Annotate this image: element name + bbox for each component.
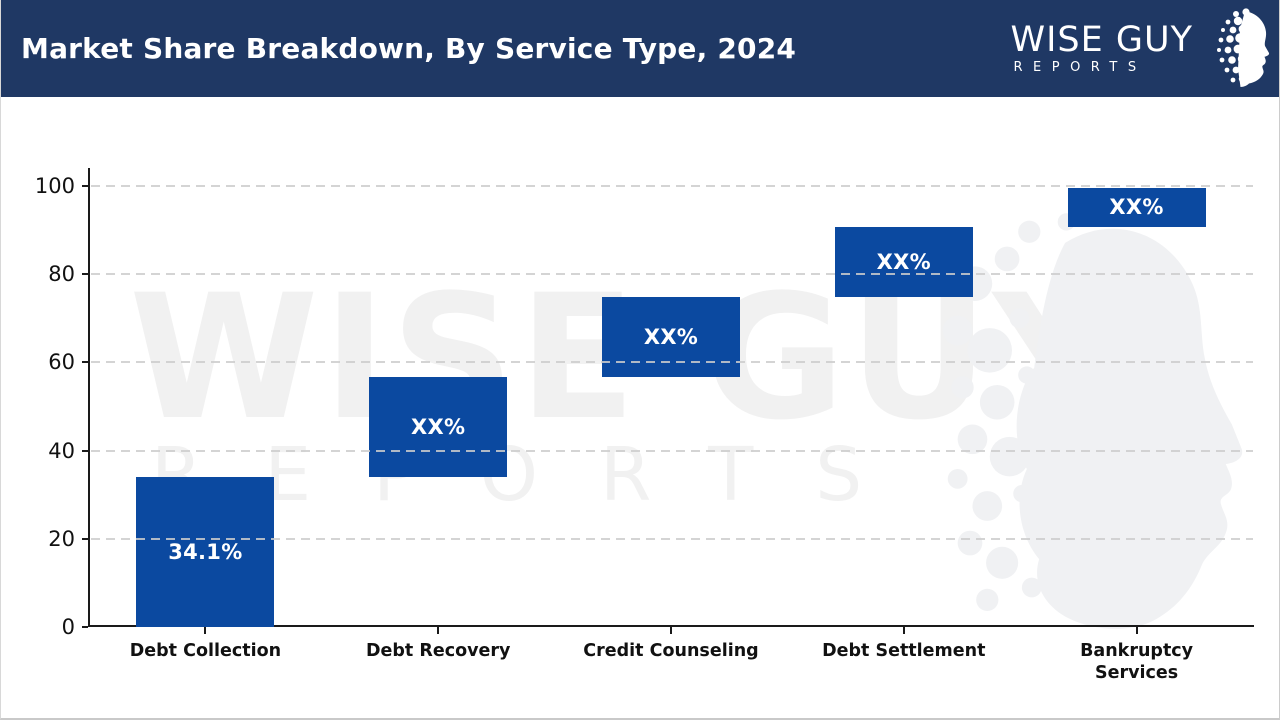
bar-credit-counseling: XX% <box>602 296 740 377</box>
y-tick-mark-0 <box>82 626 88 628</box>
y-axis-line <box>88 168 90 627</box>
plot-area: 34.1% XX% XX% XX% XX% 0 20 40 60 80 100 Debt Coll… <box>1 97 1279 718</box>
bar-value-label: XX% <box>411 414 466 439</box>
logo-reports-label: REPORTS <box>1013 60 1147 75</box>
y-tick-label-40: 40 <box>48 438 75 463</box>
y-tick-mark-20 <box>82 537 88 540</box>
x-tick-mark <box>204 627 207 634</box>
y-tick-mark-100 <box>82 185 88 187</box>
y-tick-label-80: 80 <box>48 262 75 287</box>
x-category-label-debt-collection: Debt Collection <box>129 641 282 661</box>
gridline-100 <box>91 185 1253 187</box>
gridline-40 <box>91 449 1253 452</box>
y-tick-mark-60 <box>82 361 88 364</box>
y-tick-mark-40 <box>82 449 88 452</box>
header-bar: Market Share Breakdown, By Service Type,… <box>1 0 1279 97</box>
x-category-label-credit-counseling: Credit Counseling <box>583 641 759 661</box>
gridline-60 <box>91 361 1253 364</box>
bar-debt-recovery: XX% <box>369 376 508 477</box>
bar-value-label: XX% <box>876 249 931 274</box>
logo-text: WISE GUY REPORTS <box>1010 20 1193 75</box>
bar-bankruptcy-services: XX% <box>1067 188 1206 227</box>
gridline-20 <box>91 537 1253 540</box>
x-tick-mark <box>670 627 672 634</box>
bar-debt-collection: 34.1% <box>136 476 275 627</box>
y-tick-mark-80 <box>82 273 88 276</box>
bar-debt-settlement: XX% <box>834 226 973 297</box>
x-category-label-bankruptcy-services: Bankruptcy Services <box>1080 641 1194 683</box>
logo-head-icon <box>1217 7 1270 87</box>
logo-wiseguy-label: WISE GUY <box>1010 20 1193 60</box>
y-tick-label-20: 20 <box>48 526 75 551</box>
x-tick-mark <box>1135 627 1138 634</box>
x-category-label-debt-recovery: Debt Recovery <box>365 641 511 661</box>
x-tick-mark <box>902 627 905 634</box>
y-tick-label-60: 60 <box>48 350 75 375</box>
bar-value-label: XX% <box>643 324 699 349</box>
x-tick-mark <box>437 627 440 634</box>
x-axis-line <box>88 625 1254 627</box>
wise-guy-reports-logo: WISE GUY REPORTS <box>1010 7 1279 91</box>
gridline-80 <box>91 273 1253 276</box>
x-category-label-debt-settlement: Debt Settlement <box>822 641 986 661</box>
y-tick-label-0: 0 <box>61 615 75 639</box>
bar-value-label: 34.1% <box>168 539 243 564</box>
y-tick-label-100: 100 <box>34 174 75 198</box>
chart-title: Market Share Breakdown, By Service Type,… <box>21 32 797 65</box>
bar-value-label: XX% <box>1109 195 1164 220</box>
